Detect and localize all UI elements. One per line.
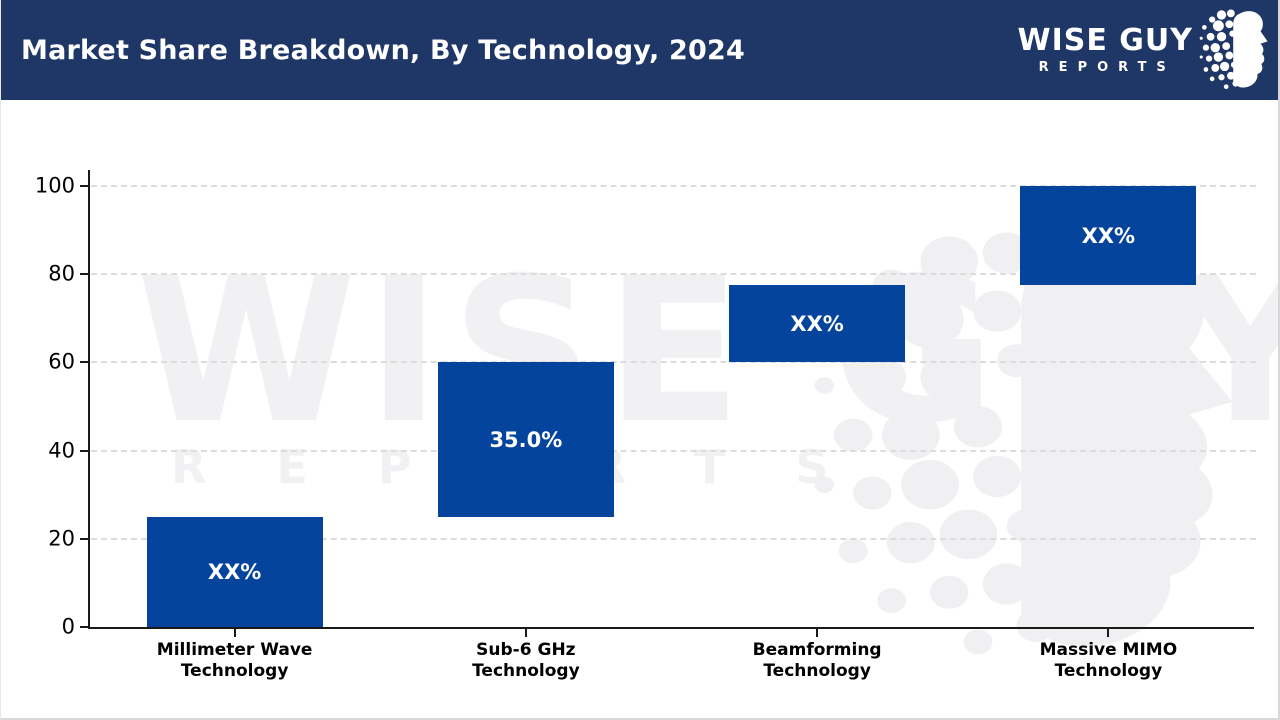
x-category-label: Massive MIMO Technology: [1039, 640, 1178, 682]
bar-value-label: XX%: [207, 559, 262, 584]
bar-value-label: XX%: [1081, 223, 1136, 248]
bar-segment: XX%: [146, 516, 323, 627]
page-title: Market Share Breakdown, By Technology, 2…: [21, 34, 746, 66]
brand-logo: WISE GUY REPORTS: [1017, 0, 1273, 100]
y-tick-label: 100: [34, 173, 75, 198]
y-tick-mark: [80, 273, 88, 276]
bar-segment: XX%: [729, 285, 906, 363]
x-category-label: Beamforming Technology: [752, 640, 882, 682]
brand-text: WISE GUY REPORTS: [1017, 22, 1193, 75]
grid-line: [91, 537, 1256, 540]
x-tick-mark: [524, 629, 527, 637]
x-tick-mark: [233, 629, 236, 637]
grid-line: [91, 361, 1256, 364]
y-axis-spine: [88, 170, 90, 629]
y-tick-mark: [80, 361, 88, 364]
x-tick-mark: [1107, 629, 1110, 637]
grid-line: [91, 449, 1256, 452]
bar-value-label: XX%: [790, 311, 844, 336]
bar-segment: 35.0%: [437, 362, 614, 517]
x-axis-spine: [88, 627, 1254, 629]
bar-value-label: 35.0%: [489, 427, 563, 452]
x-tick-mark: [816, 629, 819, 637]
header-banner: Market Share Breakdown, By Technology, 2…: [1, 0, 1278, 100]
y-tick-label: 80: [48, 261, 75, 286]
x-category-label: Sub-6 GHz Technology: [472, 640, 580, 682]
y-tick-mark: [80, 449, 88, 452]
y-tick-mark: [80, 185, 88, 187]
logo-face-icon: [1199, 9, 1268, 89]
brand-tagline: REPORTS: [1038, 59, 1176, 75]
y-tick-label: 20: [48, 526, 75, 551]
y-tick-mark: [80, 537, 88, 540]
x-category-label: Millimeter Wave Technology: [156, 640, 313, 682]
grid-line: [91, 273, 1256, 276]
bar-segment: XX%: [1020, 186, 1197, 286]
brand-name: WISE GUY: [1017, 22, 1193, 58]
y-tick-label: 60: [48, 349, 75, 374]
plot-area: XX% 35.0% XX% XX%: [89, 185, 1256, 627]
grid-line: [91, 185, 1256, 187]
y-tick-label: 0: [61, 614, 75, 639]
y-tick-mark: [80, 626, 88, 628]
y-tick-label: 40: [48, 438, 75, 463]
